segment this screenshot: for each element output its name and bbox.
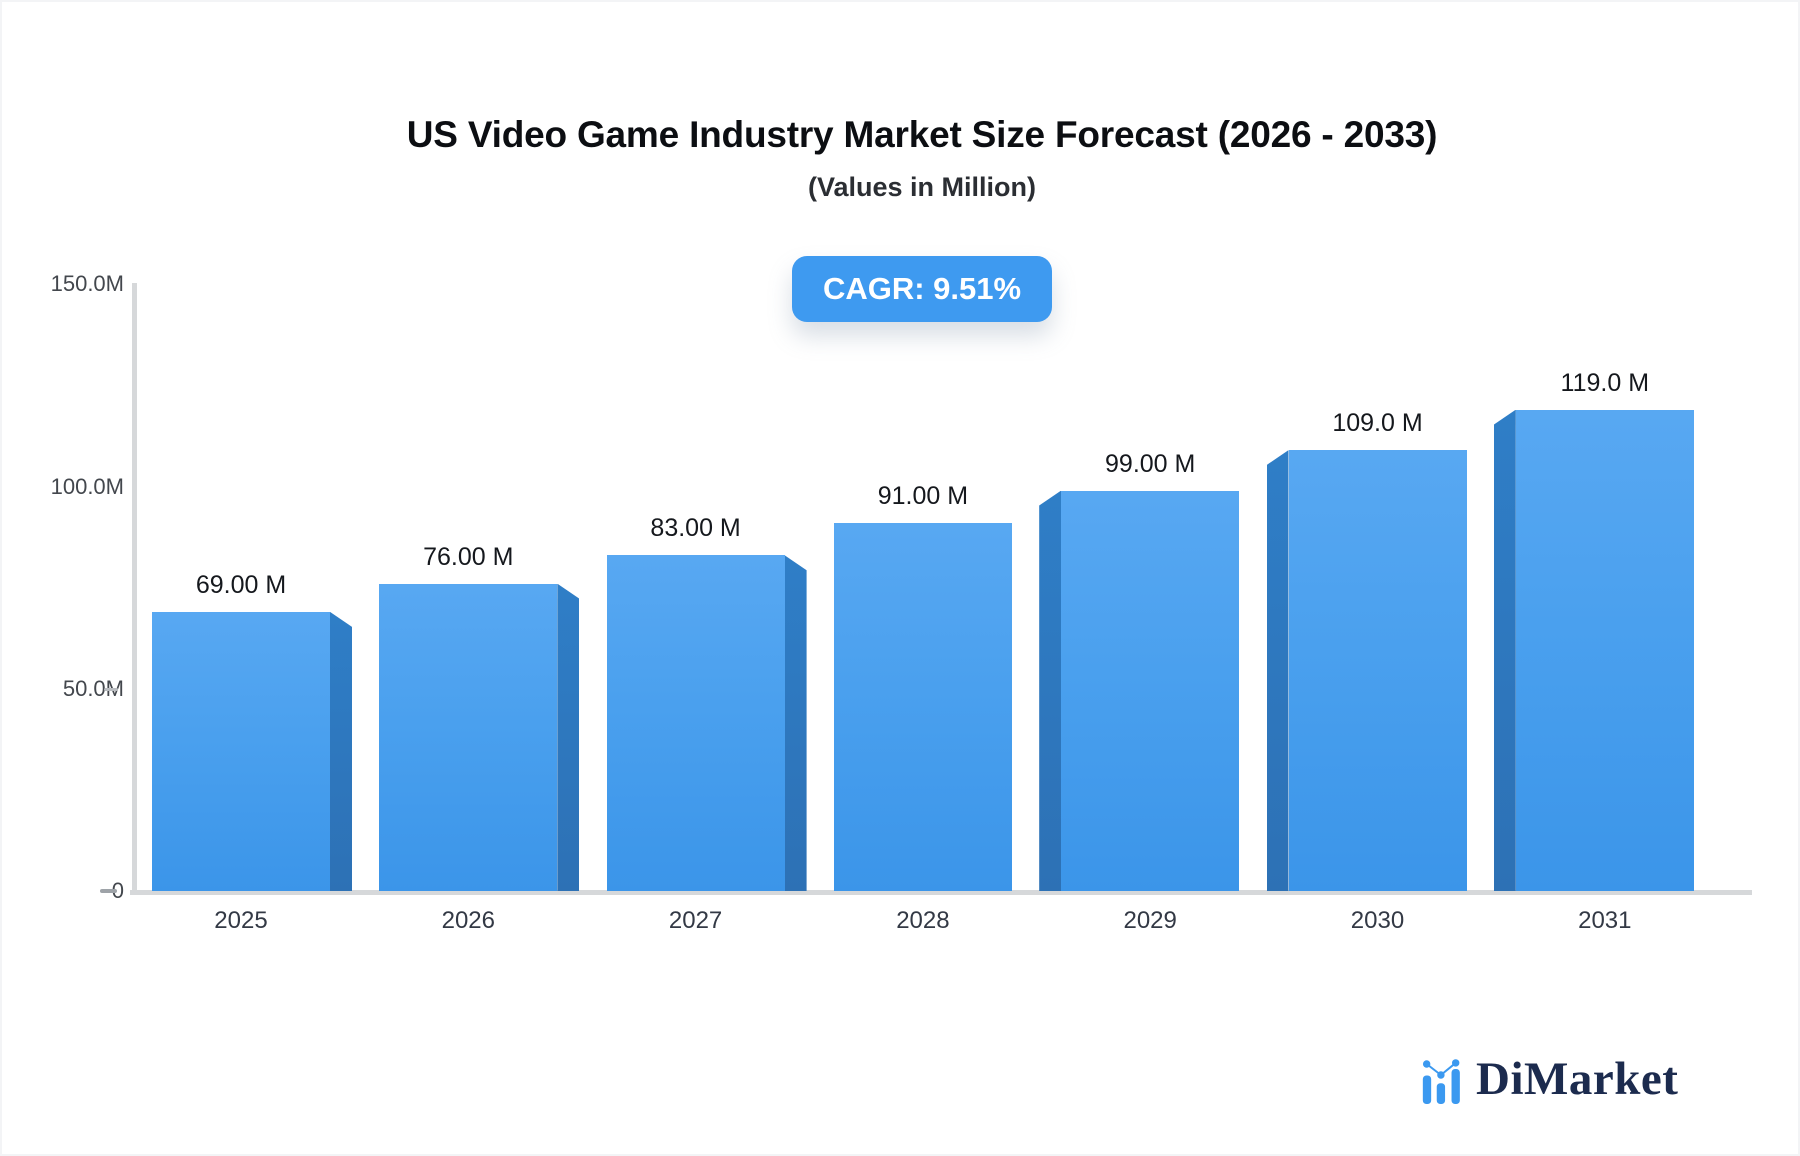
bar-2031-side-face — [1493, 409, 1516, 891]
bar-2029 — [1061, 490, 1240, 891]
bar-2029-value-label: 99.00 M — [1105, 449, 1196, 478]
bar-2028 — [833, 522, 1012, 891]
bar-2027-value-label: 83.00 M — [650, 514, 741, 543]
brand-logo-text: DiMarket — [1476, 1053, 1679, 1105]
y-axis-line — [132, 283, 137, 895]
bar-2025-value-label: 69.00 M — [195, 570, 287, 599]
x-axis-label-2030: 2030 — [1350, 907, 1405, 934]
x-axis-label-2027: 2027 — [668, 907, 723, 934]
bar-2030-side-face — [1266, 450, 1289, 891]
bar-2025-side-face — [330, 611, 352, 891]
x-axis-label-2031: 2031 — [1578, 907, 1632, 934]
bar-2031-value-label: 119.0 M — [1560, 368, 1650, 397]
y-axis-label: 0 — [111, 878, 124, 903]
cagr-badge-wrap: CAGR: 9.51% — [46, 256, 1798, 322]
bar-2027 — [606, 555, 785, 891]
x-axis-label-2026: 2026 — [441, 907, 495, 934]
chart-title: US Video Game Industry Market Size Forec… — [406, 114, 1438, 155]
cagr-badge: CAGR: 9.51% — [791, 256, 1053, 322]
y-axis-tick — [100, 889, 117, 893]
bar-2028-value-label: 91.00 M — [877, 481, 969, 510]
bar-2030 — [1288, 450, 1467, 891]
bar-2026 — [379, 583, 558, 891]
y-axis-tick — [104, 688, 118, 691]
brand-logo: DiMarket — [1422, 1044, 1678, 1104]
bar-2030-value-label: 109.0 M — [1332, 409, 1423, 438]
x-axis-baseline — [130, 890, 1752, 895]
bar-2027-side-face — [784, 555, 807, 891]
bar-2025 — [152, 611, 330, 891]
mini-bar-chart-trend-icon — [1422, 1059, 1460, 1104]
x-axis-label-2028: 2028 — [896, 907, 950, 934]
bar-2026-side-face — [557, 583, 580, 891]
chart-subtitle: (Values in Million) — [807, 172, 1037, 202]
x-axis-label-2025: 2025 — [214, 907, 268, 934]
bar-2029-side-face — [1039, 490, 1062, 891]
bar-2031 — [1515, 409, 1694, 891]
y-axis-label: 100.0M — [50, 474, 124, 499]
y-axis-label: 150.0M — [50, 271, 124, 296]
x-axis-label-2029: 2029 — [1123, 907, 1177, 934]
bar-2026-value-label: 76.00 M — [423, 542, 514, 571]
